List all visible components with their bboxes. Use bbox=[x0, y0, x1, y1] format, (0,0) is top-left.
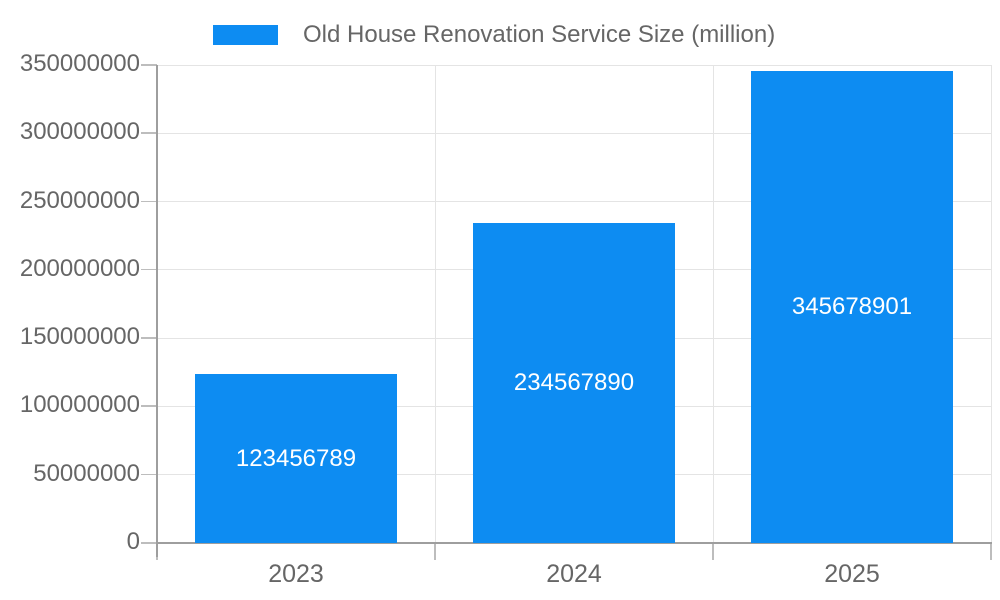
y-axis-tick-label: 350000000 bbox=[19, 50, 140, 77]
legend-item[interactable]: Old House Renovation Service Size (milli… bbox=[213, 21, 775, 48]
vertical-gridline bbox=[712, 65, 714, 543]
y-axis-tick-label: 250000000 bbox=[19, 186, 140, 214]
horizontal-gridline bbox=[157, 201, 991, 203]
y-axis-tick-label: 300000000 bbox=[19, 118, 140, 146]
horizontal-gridline bbox=[157, 132, 991, 134]
bar[interactable]: 234567890 bbox=[473, 222, 675, 543]
vertical-gridline bbox=[434, 65, 436, 543]
legend-label: Old House Renovation Service Size (milli… bbox=[303, 21, 776, 48]
bar-value-label: 123456789 bbox=[235, 444, 357, 472]
vertical-gridline bbox=[990, 65, 992, 543]
x-axis-tick bbox=[990, 544, 992, 560]
bar-value-label: 234567890 bbox=[513, 368, 635, 396]
y-axis-tick bbox=[141, 64, 157, 66]
bar[interactable]: 123456789 bbox=[195, 374, 397, 543]
bar[interactable]: 345678901 bbox=[751, 70, 953, 543]
x-axis-category-label: 2024 bbox=[546, 560, 602, 588]
x-axis-tick bbox=[434, 544, 436, 560]
y-axis-line bbox=[156, 65, 158, 557]
y-axis-tick bbox=[141, 337, 157, 339]
y-axis-tick bbox=[141, 132, 157, 134]
y-axis-tick-label: 50000000 bbox=[33, 459, 140, 487]
x-axis-category-label: 2025 bbox=[824, 560, 880, 588]
x-axis-category-label: 2023 bbox=[268, 560, 324, 588]
y-axis-tick-label: 200000000 bbox=[19, 254, 140, 282]
x-axis-tick bbox=[712, 544, 714, 560]
y-axis-tick-label: 100000000 bbox=[19, 391, 140, 419]
y-axis-tick bbox=[141, 268, 157, 271]
y-axis-tick-label: 150000000 bbox=[19, 323, 140, 351]
horizontal-gridline bbox=[157, 64, 991, 66]
y-axis-tick bbox=[141, 542, 157, 544]
bar-value-label: 345678901 bbox=[791, 292, 913, 320]
y-axis-tick bbox=[141, 473, 157, 476]
x-axis-line bbox=[157, 542, 992, 544]
y-axis-tick bbox=[141, 200, 157, 203]
legend-swatch bbox=[213, 25, 278, 45]
y-axis-tick-label: 0 bbox=[126, 528, 140, 555]
y-axis-tick bbox=[141, 405, 157, 407]
